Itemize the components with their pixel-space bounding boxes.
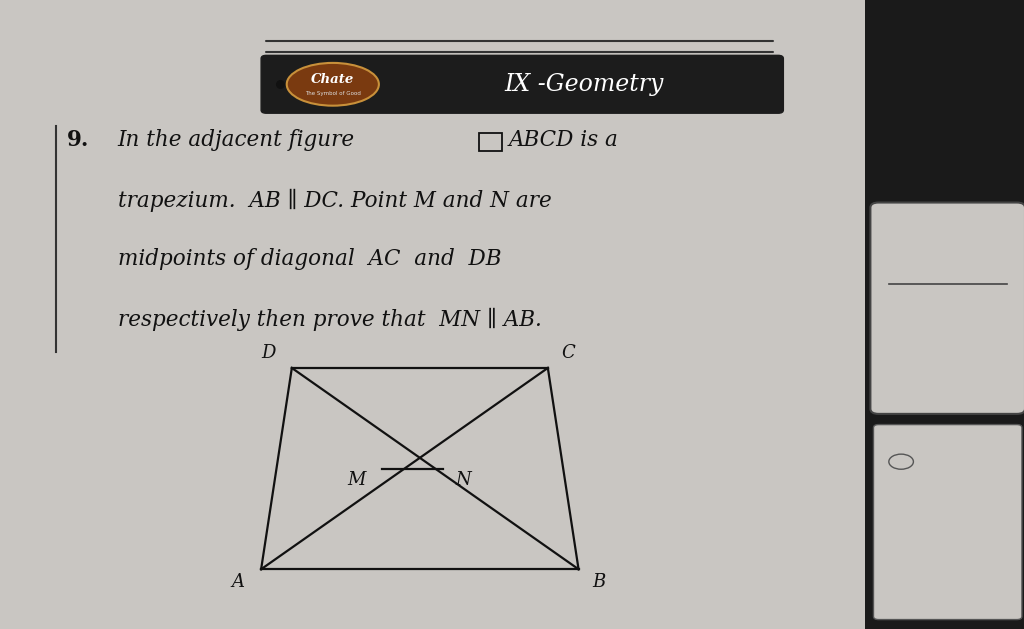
- Text: The Symbol of Good: The Symbol of Good: [305, 91, 360, 96]
- Text: M: M: [347, 471, 366, 489]
- Ellipse shape: [287, 63, 379, 106]
- Text: A: A: [231, 573, 244, 591]
- FancyBboxPatch shape: [870, 203, 1024, 414]
- Text: N: N: [455, 471, 471, 489]
- Text: In the adjacent figure: In the adjacent figure: [118, 129, 355, 151]
- Text: IX -Geometry: IX -Geometry: [504, 73, 664, 96]
- Text: ABCD is a: ABCD is a: [509, 129, 618, 151]
- Text: 9.: 9.: [67, 129, 89, 151]
- Text: B: B: [593, 573, 605, 591]
- Text: respectively then prove that  MN ∥ AB.: respectively then prove that MN ∥ AB.: [118, 308, 542, 331]
- FancyBboxPatch shape: [261, 55, 783, 113]
- Text: D: D: [261, 345, 275, 362]
- Text: C: C: [561, 345, 575, 362]
- Bar: [865, 0, 1024, 629]
- Text: Chate: Chate: [311, 74, 354, 86]
- Text: trapezium.  AB ∥ DC. Point M and N are: trapezium. AB ∥ DC. Point M and N are: [118, 189, 552, 212]
- FancyBboxPatch shape: [873, 425, 1022, 620]
- Text: midpoints of diagonal  AC  and  DB: midpoints of diagonal AC and DB: [118, 248, 502, 270]
- Bar: [479, 133, 502, 151]
